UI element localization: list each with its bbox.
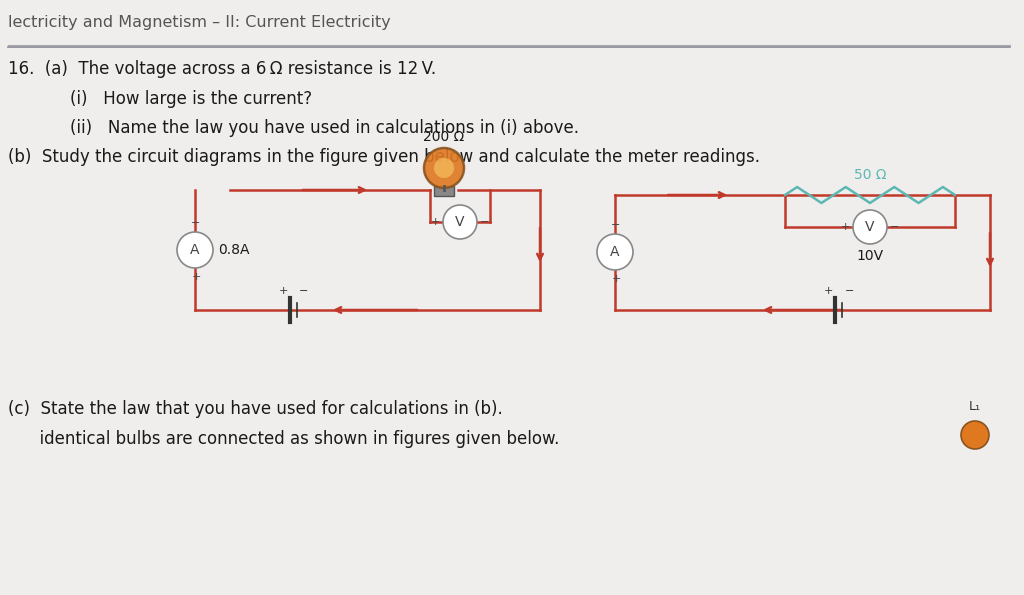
Bar <box>434 186 454 196</box>
Text: −: − <box>480 217 489 227</box>
Text: 10V: 10V <box>856 249 884 263</box>
Circle shape <box>443 205 477 239</box>
Text: +: + <box>841 222 850 232</box>
Text: 50 Ω: 50 Ω <box>854 168 886 182</box>
Text: V: V <box>456 215 465 229</box>
Circle shape <box>853 210 887 244</box>
Text: (b)  Study the circuit diagrams in the figure given below and calculate the mete: (b) Study the circuit diagrams in the fi… <box>8 148 760 166</box>
Text: +: + <box>279 286 288 296</box>
Circle shape <box>434 158 454 178</box>
Text: lectricity and Magnetism – II: Current Electricity: lectricity and Magnetism – II: Current E… <box>8 15 391 30</box>
Text: +: + <box>191 272 201 282</box>
Text: −: − <box>890 222 899 232</box>
Text: −: − <box>299 286 308 296</box>
Text: L₁: L₁ <box>969 400 981 413</box>
Text: A: A <box>610 245 620 259</box>
Text: −: − <box>611 220 621 230</box>
Text: identical bulbs are connected as shown in figures given below.: identical bulbs are connected as shown i… <box>8 430 559 448</box>
Circle shape <box>177 232 213 268</box>
Text: A: A <box>190 243 200 257</box>
Circle shape <box>424 148 464 188</box>
Text: +: + <box>611 274 621 284</box>
Text: (c)  State the law that you have used for calculations in (b).: (c) State the law that you have used for… <box>8 400 503 418</box>
Text: (ii)   Name the law you have used in calculations in (i) above.: (ii) Name the law you have used in calcu… <box>70 119 579 137</box>
Text: (i)   How large is the current?: (i) How large is the current? <box>70 90 312 108</box>
Text: −: − <box>191 218 201 228</box>
Text: V: V <box>865 220 874 234</box>
Text: 0.8A: 0.8A <box>218 243 250 257</box>
Text: 200 Ω: 200 Ω <box>423 130 465 144</box>
Text: −: − <box>846 286 855 296</box>
Circle shape <box>597 234 633 270</box>
Text: +: + <box>823 286 833 296</box>
Text: +: + <box>431 217 440 227</box>
Text: 16.  (a)  The voltage across a 6 Ω resistance is 12 V.: 16. (a) The voltage across a 6 Ω resista… <box>8 60 436 78</box>
Circle shape <box>961 421 989 449</box>
